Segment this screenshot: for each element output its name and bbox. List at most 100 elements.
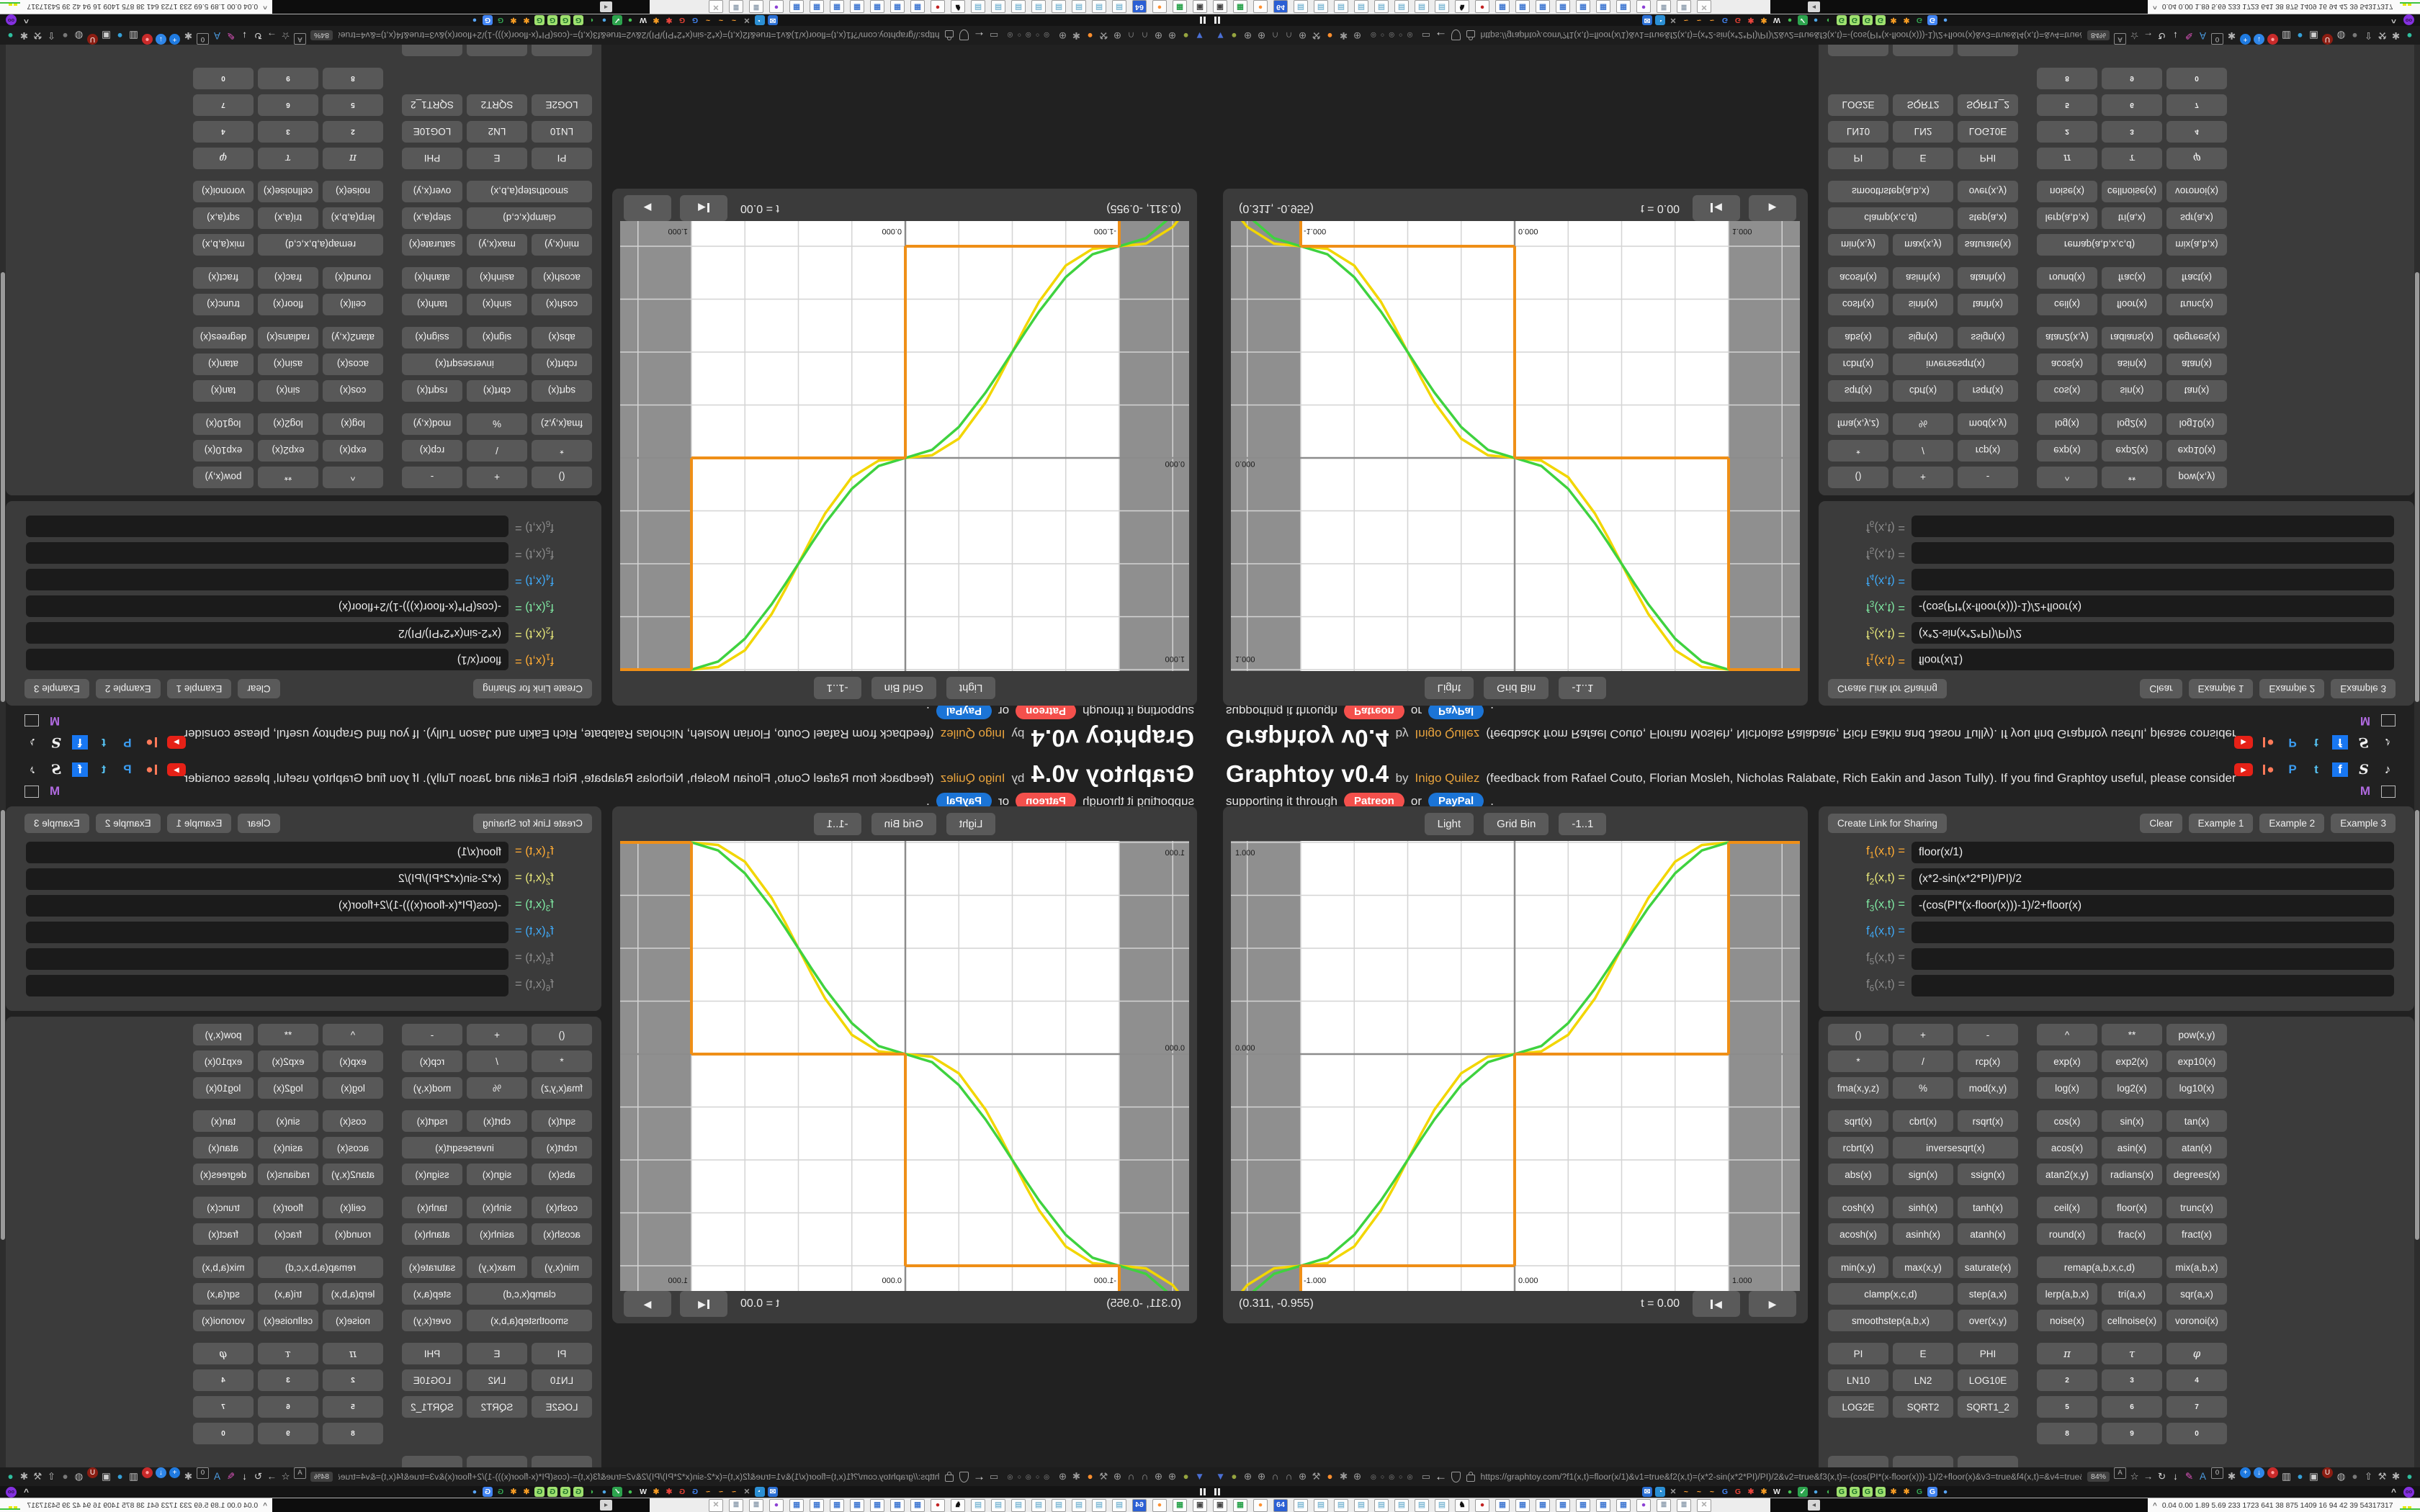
example-3-button[interactable]: Example 3 (2331, 679, 2396, 698)
function-button[interactable]: τ (2102, 148, 2162, 169)
function-button[interactable]: over(x,y) (402, 1310, 462, 1331)
function-button[interactable]: clamp(x,c,d) (1828, 207, 1953, 229)
function-button[interactable]: SQRT2 (1893, 1396, 1953, 1418)
function-button[interactable]: exp10(x) (2166, 440, 2227, 462)
function-button[interactable]: 6 (258, 94, 318, 116)
location-pin-icon[interactable]: ▼ (1215, 30, 1226, 41)
graph-canvas[interactable]: 1.000 0.000 -1.000 0.000 1.000 (1231, 221, 1800, 671)
twitter-icon[interactable]: t (2314, 762, 2318, 776)
globe-tab-icon[interactable]: ● (1942, 1488, 1948, 1496)
tiktok-icon[interactable]: ♪ (29, 762, 36, 776)
time-reset-button[interactable]: ◀ (1693, 195, 1740, 221)
function-button[interactable]: tanh(x) (1958, 1197, 2018, 1218)
function-button[interactable]: PI (532, 1343, 592, 1364)
waveform-tab-icon[interactable]: ~ (703, 15, 713, 25)
function-button[interactable]: rsqrt(x) (1958, 1110, 2018, 1132)
muted-speaker-app-icon[interactable]: ✕ (1697, 0, 1711, 13)
monitor-app-icon[interactable]: ▣ (1213, 1499, 1227, 1512)
forward-arrow-icon[interactable]: → (2143, 30, 2154, 41)
function-button[interactable]: sqr(a,x) (193, 207, 254, 229)
url-field[interactable]: https://graphtoy.com/?f1(x,t)=floor(x/1)… (339, 1472, 940, 1482)
gear-tab-icon[interactable]: ✱ (653, 16, 660, 24)
function-button[interactable]: degrees(x) (193, 327, 254, 348)
function-button[interactable]: φ (2166, 148, 2227, 169)
globe-icon[interactable]: ⊕ (1353, 30, 1362, 41)
privacy-shield-icon[interactable]: ◍ (74, 1471, 84, 1482)
google-tab-icon[interactable]: G (1721, 1488, 1729, 1496)
function-button[interactable]: E (1893, 1343, 1953, 1364)
zero-badge-icon[interactable]: 0 (2211, 33, 2223, 45)
example-2-button[interactable]: Example 2 (95, 814, 161, 833)
function-button[interactable]: step(a,x) (402, 207, 462, 229)
chess-app-icon[interactable]: ♞ (951, 0, 965, 13)
function-button[interactable]: clamp(x,c,d) (1828, 1283, 1953, 1305)
function-button[interactable]: * (532, 1050, 592, 1072)
function-button[interactable]: step(a,x) (1958, 207, 2018, 229)
reload-icon[interactable]: ↻ (254, 1471, 263, 1482)
function-button[interactable]: saturate(x) (402, 1256, 462, 1278)
globe-icon[interactable]: ⊕ (1243, 1471, 1252, 1482)
check-tab-icon[interactable]: ✓ (1798, 1487, 1808, 1497)
olive-dot-icon[interactable]: ● (1183, 1471, 1189, 1482)
bookmark-star-icon[interactable]: ☆ (281, 1471, 290, 1482)
function-button[interactable]: 8 (323, 1423, 383, 1444)
function-button[interactable]: 9 (2102, 68, 2162, 89)
url-field[interactable]: https://graphtoy.com/?f1(x,t)=floor(x/1)… (1480, 1472, 2081, 1482)
function-button[interactable]: saturate(x) (1958, 1256, 2018, 1278)
dark-globe-icon[interactable]: ● (62, 30, 68, 41)
function-button[interactable]: fma(x,y,z) (1828, 1077, 1888, 1099)
google-green-tab-icon[interactable]: G (560, 15, 570, 25)
function-button[interactable]: / (1893, 440, 1953, 462)
privacy-shield-icon[interactable]: ◍ (2336, 30, 2346, 41)
function-button[interactable]: voronoi(x) (2166, 1310, 2227, 1331)
gear-icon[interactable]: ✱ (2227, 30, 2236, 41)
download-icon[interactable]: ↓ (2173, 30, 2178, 41)
shield-icon[interactable] (959, 1471, 969, 1482)
folder-icon[interactable]: ▭ (989, 30, 999, 41)
graph-canvas[interactable]: 1.000 0.000 -1.000 0.000 1.000 (1231, 841, 1800, 1291)
time-reset-button[interactable]: ◀ (680, 1291, 727, 1317)
google-green-tab-icon[interactable]: G (1876, 1487, 1886, 1497)
function-button[interactable] (1958, 1456, 2018, 1467)
function-button[interactable]: % (1893, 413, 1953, 435)
highlighter-icon[interactable]: ✎ (226, 30, 236, 41)
waveform-tab-icon[interactable]: ~ (1681, 1487, 1691, 1497)
muted-tab-icon[interactable]: ✕ (743, 1488, 750, 1496)
function-button[interactable]: * (1828, 440, 1888, 462)
scrollbar-thumb[interactable] (1, 810, 5, 1240)
back-arrow-icon[interactable]: ← (973, 1470, 986, 1483)
function-button[interactable]: atan(x) (2166, 354, 2227, 375)
location-pin-icon[interactable]: ▼ (1215, 1471, 1226, 1482)
google-green-tab-icon[interactable]: G (560, 1487, 570, 1497)
google-tab-icon[interactable]: G (678, 1488, 686, 1496)
function-button[interactable]: inversesqrt(x) (402, 1137, 527, 1158)
function-button[interactable]: 2 (2037, 1369, 2097, 1391)
gear-tab-icon[interactable]: ✱ (523, 1488, 530, 1496)
function-button[interactable]: / (467, 1050, 527, 1072)
zero-badge-icon[interactable]: 0 (2211, 1467, 2223, 1479)
gear-tab-icon[interactable]: ✱ (1760, 16, 1767, 24)
function-button[interactable]: LOG10E (402, 1369, 462, 1391)
function-button[interactable]: round(x) (323, 267, 383, 289)
function-button[interactable]: atan2(x,y) (323, 327, 383, 348)
function-button[interactable]: 4 (2166, 121, 2227, 143)
notepad-app-icon[interactable]: ▤ (1031, 0, 1046, 13)
function-button[interactable]: sqr(a,x) (2166, 207, 2227, 229)
function-button[interactable]: π (2037, 148, 2097, 169)
function-button[interactable]: % (467, 1077, 527, 1099)
function-button[interactable]: asin(x) (2102, 354, 2162, 375)
adblocker-icon[interactable]: ● (142, 1467, 153, 1478)
function-button[interactable]: sinh(x) (467, 1197, 527, 1218)
function-button[interactable]: rsqrt(x) (402, 380, 462, 402)
function-button[interactable]: 4 (2166, 1369, 2227, 1391)
gear-tab-icon[interactable]: ✱ (1903, 1488, 1910, 1496)
function-button[interactable]: clamp(x,c,d) (467, 207, 592, 229)
function-button[interactable]: trunc(x) (193, 1197, 254, 1218)
function-button[interactable]: ** (2102, 1024, 2162, 1045)
function-button[interactable]: φ (193, 1343, 254, 1364)
chevron-up-icon[interactable]: ^ (2390, 1487, 2396, 1497)
notepad-app-icon[interactable]: ▤ (1374, 1499, 1389, 1512)
function-button[interactable]: rsqrt(x) (1958, 380, 2018, 402)
formula-input-f2[interactable]: (x*2-sin(x*2*PI)/PI)/2 (26, 622, 508, 644)
google-green-tab-icon[interactable]: G (1837, 15, 1847, 25)
